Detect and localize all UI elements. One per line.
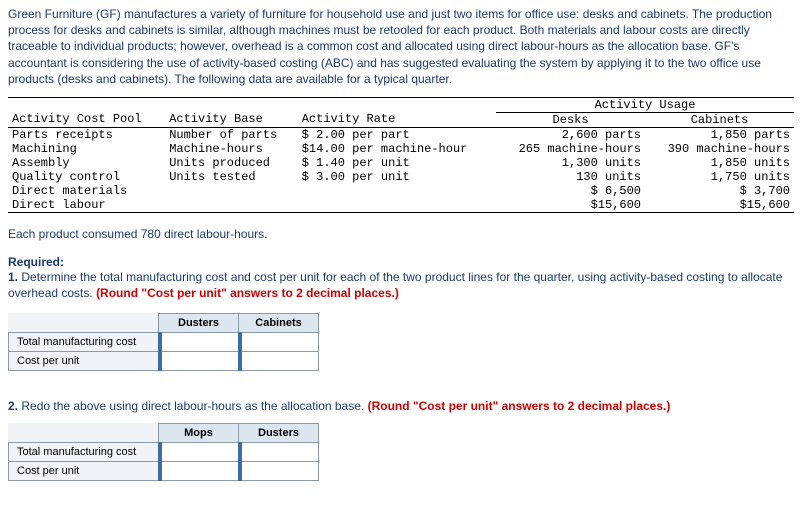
answer2-r1c1-input[interactable] (159, 443, 239, 462)
answer-table-2: Mops Dusters Total manufacturing cost Co… (8, 423, 319, 481)
usage-group-header: Activity Usage (496, 97, 794, 112)
answer2-row2-label: Cost per unit (9, 462, 159, 481)
table-row: Direct materials $ 6,500 $ 3,700 (8, 184, 794, 198)
answer1-col2: Cabinets (239, 314, 319, 333)
answer1-row2-label: Cost per unit (9, 352, 159, 371)
answer2-r2c2-input[interactable] (239, 462, 319, 481)
blank-corner (9, 424, 159, 443)
answer2-r1c2-input[interactable] (239, 443, 319, 462)
answer2-row1-label: Total manufacturing cost (9, 443, 159, 462)
answer1-r1c2-input[interactable] (239, 333, 319, 352)
q2-number: 2. (8, 399, 18, 413)
table-row: Direct labour $15,600 $15,600 (8, 198, 794, 213)
col-pool: Activity Cost Pool (8, 112, 165, 127)
col-rate: Activity Rate (298, 112, 496, 127)
table-row: Machining Machine-hours $14.00 per machi… (8, 142, 794, 156)
answer1-r1c1-input[interactable] (159, 333, 239, 352)
col-cabinets: Cabinets (645, 112, 794, 127)
q2-round-note: (Round "Cost per unit" answers to 2 deci… (368, 399, 671, 413)
activity-data-table: Activity Usage Activity Cost Pool Activi… (8, 97, 794, 213)
col-desks: Desks (496, 112, 645, 127)
answer1-col1: Dusters (159, 314, 239, 333)
answer1-r2c2-input[interactable] (239, 352, 319, 371)
answer2-col2: Dusters (239, 424, 319, 443)
intro-paragraph: Green Furniture (GF) manufactures a vari… (8, 6, 794, 87)
q1-round-note: (Round "Cost per unit" answers to 2 deci… (96, 286, 399, 300)
table-row: Quality control Units tested $ 3.00 per … (8, 170, 794, 184)
answer1-r2c1-input[interactable] (159, 352, 239, 371)
q2-text: Redo the above using direct labour-hours… (18, 399, 368, 413)
required-label: Required: (8, 255, 64, 269)
table-row: Parts receipts Number of parts $ 2.00 pe… (8, 127, 794, 142)
col-base: Activity Base (165, 112, 298, 127)
table-row: Assembly Units produced $ 1.40 per unit … (8, 156, 794, 170)
blank-corner (9, 314, 159, 333)
answer-table-1: Dusters Cabinets Total manufacturing cos… (8, 313, 319, 371)
answer2-col1: Mops (159, 424, 239, 443)
answer2-r2c1-input[interactable] (159, 462, 239, 481)
answer1-row1-label: Total manufacturing cost (9, 333, 159, 352)
q1-number: 1. (8, 270, 18, 284)
consumed-note: Each product consumed 780 direct labour-… (8, 227, 794, 241)
